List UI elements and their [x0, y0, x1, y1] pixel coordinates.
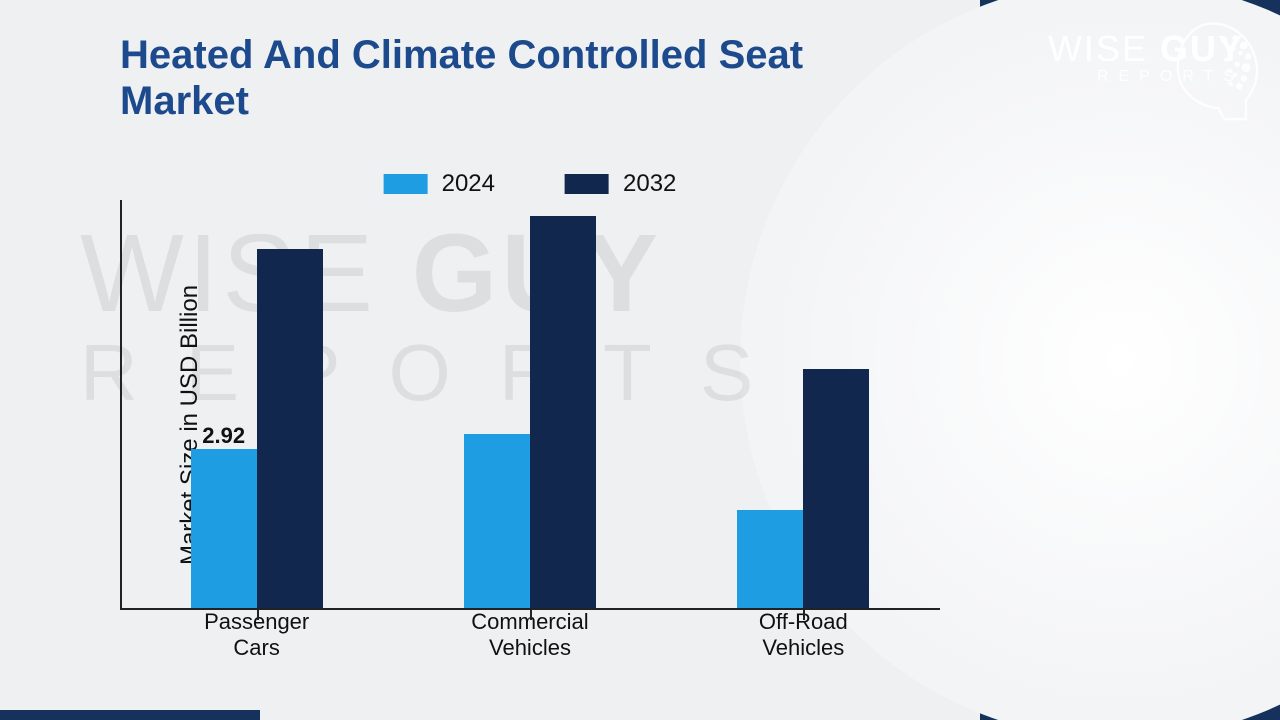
- legend-label: 2032: [623, 170, 676, 198]
- x-axis-tick: [803, 610, 805, 620]
- x-axis-tick: [257, 610, 259, 620]
- legend-swatch: [565, 174, 609, 194]
- brand-word-1: WISE: [1048, 28, 1148, 69]
- bar: [737, 510, 803, 608]
- brand-head-icon: [1158, 18, 1268, 128]
- bar-group: [440, 200, 620, 608]
- bottom-accent-bar: [0, 710, 260, 720]
- legend-item: 2032: [565, 170, 676, 198]
- legend: 2024 2032: [384, 170, 677, 198]
- bar: [530, 216, 596, 608]
- legend-item: 2024: [384, 170, 495, 198]
- legend-label: 2024: [442, 170, 495, 198]
- chart-title: Heated And Climate Controlled Seat Marke…: [120, 32, 860, 124]
- brand-logo: WISE GUY REPORTS: [1048, 28, 1244, 86]
- bar-group: 2.92: [167, 200, 347, 608]
- bar: [803, 369, 869, 608]
- x-axis-tick: [530, 610, 532, 620]
- bar-groups: 2.92: [120, 200, 940, 608]
- chart-area: Market Size in USD Billion 20242032 2.92…: [120, 200, 940, 650]
- bar: 2.92: [191, 449, 257, 608]
- legend-swatch: [384, 174, 428, 194]
- bar-group: [713, 200, 893, 608]
- page-canvas: WISE GUY REPORTS WISE GUY REPORTS Heated…: [0, 0, 1280, 720]
- bar: [257, 249, 323, 608]
- bar: [464, 434, 530, 608]
- bar-value-label: 2.92: [202, 423, 245, 449]
